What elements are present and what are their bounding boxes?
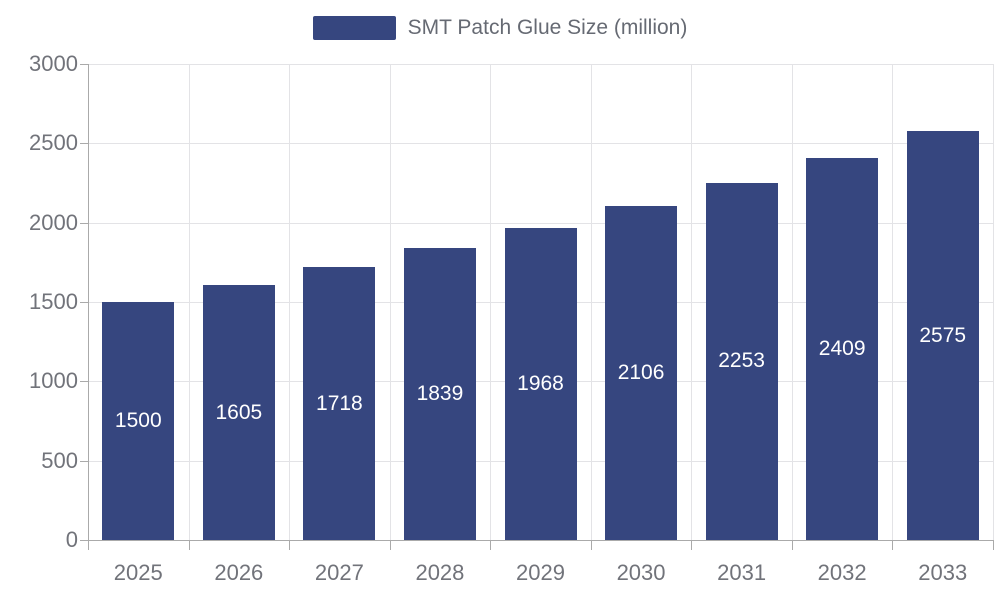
x-gridline [188,64,190,540]
bar-value-label: 1605 [215,400,263,424]
y-axis-label: 1000 [29,368,78,394]
y-axis-label: 1500 [29,289,78,314]
y-axis-tick [80,381,88,383]
x-gridline [791,64,793,540]
x-axis-tick [88,541,89,550]
y-axis-label: 2000 [29,209,78,235]
legend[interactable]: SMT Patch Glue Size (million) [0,16,1000,40]
x-axis-label: 2031 [717,560,767,585]
bar[interactable]: 1500 [102,302,175,540]
bar[interactable]: 2575 [906,131,979,540]
x-axis-label: 2033 [918,560,968,585]
y-axis-tick [80,143,88,145]
x-axis-tick [892,541,894,550]
bar[interactable]: 1605 [202,285,275,540]
x-axis-label: 2029 [516,560,565,585]
legend-label: SMT Patch Glue Size (million) [407,16,688,39]
bar-value-label: 2253 [718,349,765,373]
x-axis-label: 2030 [616,560,666,585]
x-axis-tick [590,541,592,550]
x-axis-tick [490,541,492,550]
x-axis-label: 2032 [817,560,867,585]
bar[interactable]: 2409 [806,157,879,540]
x-gridline [691,64,693,540]
x-axis-label: 2025 [113,560,163,585]
y-axis-tick [80,302,88,303]
x-gridline [289,64,291,540]
y-gridline [88,222,993,224]
x-axis-tick [289,541,291,550]
y-axis-label: 500 [41,447,78,473]
x-gridline [490,64,492,540]
bar-value-label: 2575 [919,323,967,347]
bar-value-label: 2106 [617,360,665,384]
y-axis-tick [80,460,88,462]
x-axis-label: 2026 [214,560,264,585]
x-axis-tick [188,541,190,550]
bar-value-label: 1718 [316,391,363,415]
legend-swatch [312,16,396,40]
x-axis-tick [791,541,793,550]
bar[interactable]: 2253 [705,182,778,540]
x-axis-label: 2028 [415,560,465,585]
y-axis-tick [80,222,88,224]
x-axis-tick [389,541,391,550]
y-axis-label: 2500 [29,130,78,156]
bar[interactable]: 1718 [303,267,376,540]
bar[interactable]: 1968 [504,227,577,540]
x-gridline [993,64,994,540]
plot-area: 1500 1605 1718 1839 1968 2106 2253 2409 2575 [88,64,994,540]
x-gridline [590,64,592,540]
bar-value-label: 1968 [517,371,564,395]
x-axis-label: 2027 [314,560,364,585]
bar[interactable]: 1839 [403,248,476,540]
x-gridline [892,64,894,540]
x-gridline [389,64,391,540]
bar[interactable]: 2106 [605,205,678,540]
y-axis-label: 3000 [29,51,78,76]
y-axis-line [88,64,89,540]
x-axis-tick [691,541,693,550]
x-axis-line [88,540,994,541]
y-axis-label: 0 [65,527,78,552]
bar-value-label: 1839 [416,382,464,406]
bar-value-label: 1500 [114,409,162,432]
bar-value-label: 2409 [818,336,866,360]
x-axis-tick [993,541,994,550]
y-gridline [88,64,993,65]
y-gridline [88,143,993,145]
y-axis-tick [80,540,88,541]
y-axis-tick [80,64,88,65]
